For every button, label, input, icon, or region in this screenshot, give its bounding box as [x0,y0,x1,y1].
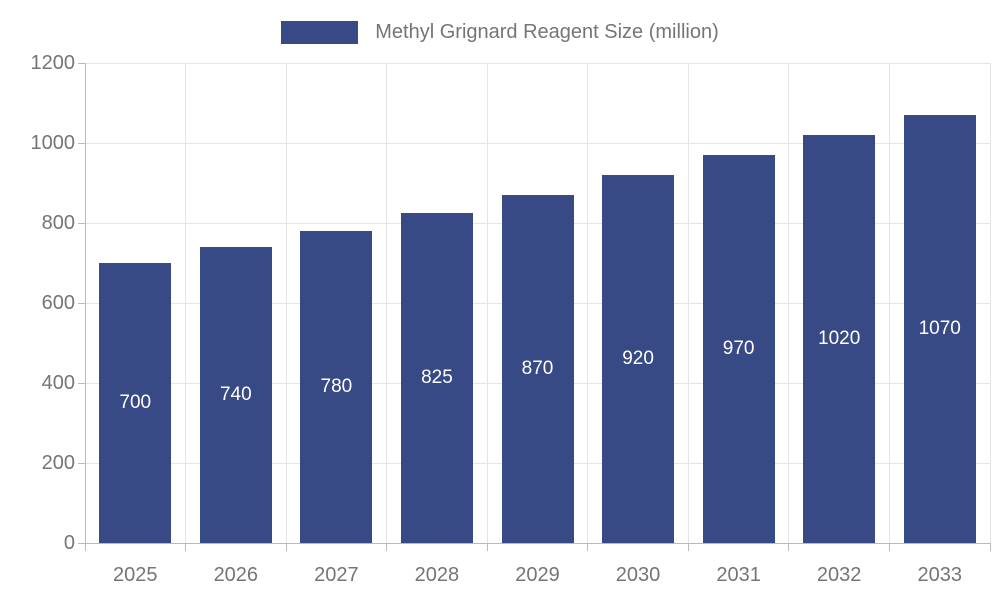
x-tick [285,543,287,551]
bar-2032[interactable] [803,135,876,543]
x-axis-line [85,542,990,544]
gridline-v [788,63,790,543]
bar-2026[interactable] [199,247,272,543]
bar-value-label: 970 [722,338,755,359]
bar-value-label: 1020 [818,328,861,349]
bar-value-label: 825 [421,367,453,388]
y-axis-label: 600 [41,292,75,314]
y-tick-1200 [78,62,85,64]
gridline-v [587,63,589,543]
y-axis-label: 0 [63,532,75,554]
x-tick [788,543,790,551]
bar-2033[interactable] [903,115,976,543]
x-axis-label-2032: 2032 [816,564,862,586]
x-tick [989,543,991,551]
y-axis-label: 1000 [30,132,76,154]
y-tick-0 [78,542,85,544]
y-tick-600 [78,302,85,304]
bar-2025[interactable] [99,263,172,543]
legend-label: Methyl Grignard Reagent Size (million) [375,20,719,43]
bar-2027[interactable] [300,231,373,543]
y-axis-label: 200 [41,452,75,474]
bar-value-label: 920 [622,348,654,369]
bar-value-label: 870 [521,358,554,379]
x-tick [185,543,187,551]
gridline-h-1000 [85,142,990,144]
gridline-v [386,63,388,543]
bar-value-label: 740 [219,384,252,405]
bar-2029[interactable] [501,195,574,543]
bar-2031[interactable] [702,155,775,543]
x-axis-label-2033: 2033 [917,564,962,586]
x-axis-label-2025: 2025 [113,564,158,586]
y-axis-line [84,63,86,551]
x-axis-label-2030: 2030 [615,564,661,586]
y-axis-label: 800 [41,212,75,234]
x-axis-label-2029: 2029 [515,564,560,586]
x-tick [386,543,388,551]
bar-value-label: 780 [320,376,353,397]
x-axis-label-2028: 2028 [414,564,460,586]
gridline-h-1200 [85,62,990,64]
y-axis-label: 400 [41,372,75,394]
y-tick-800 [78,222,85,224]
gridline-v [185,63,187,543]
bar-2030[interactable] [602,175,675,543]
y-axis-label: 1200 [30,52,76,74]
y-tick-400 [78,382,85,384]
x-axis-label-2027: 2027 [314,564,359,586]
x-axis-label-2026: 2026 [213,564,259,586]
bar-value-label: 1070 [918,318,961,339]
legend-swatch [281,20,359,44]
gridline-v [888,63,890,543]
chart-legend[interactable]: Methyl Grignard Reagent Size (million) [0,17,1000,47]
y-tick-1000 [78,142,85,144]
x-tick [587,543,589,551]
gridline-v [486,63,488,543]
x-tick [687,543,689,551]
gridline-v [989,63,991,543]
x-tick [486,543,488,551]
x-tick [888,543,890,551]
bar-2028[interactable] [400,213,473,543]
gridline-v [285,63,287,543]
x-axis-label-2031: 2031 [716,564,761,586]
gridline-v [687,63,689,543]
y-tick-200 [78,462,85,464]
bar-value-label: 700 [119,392,152,413]
